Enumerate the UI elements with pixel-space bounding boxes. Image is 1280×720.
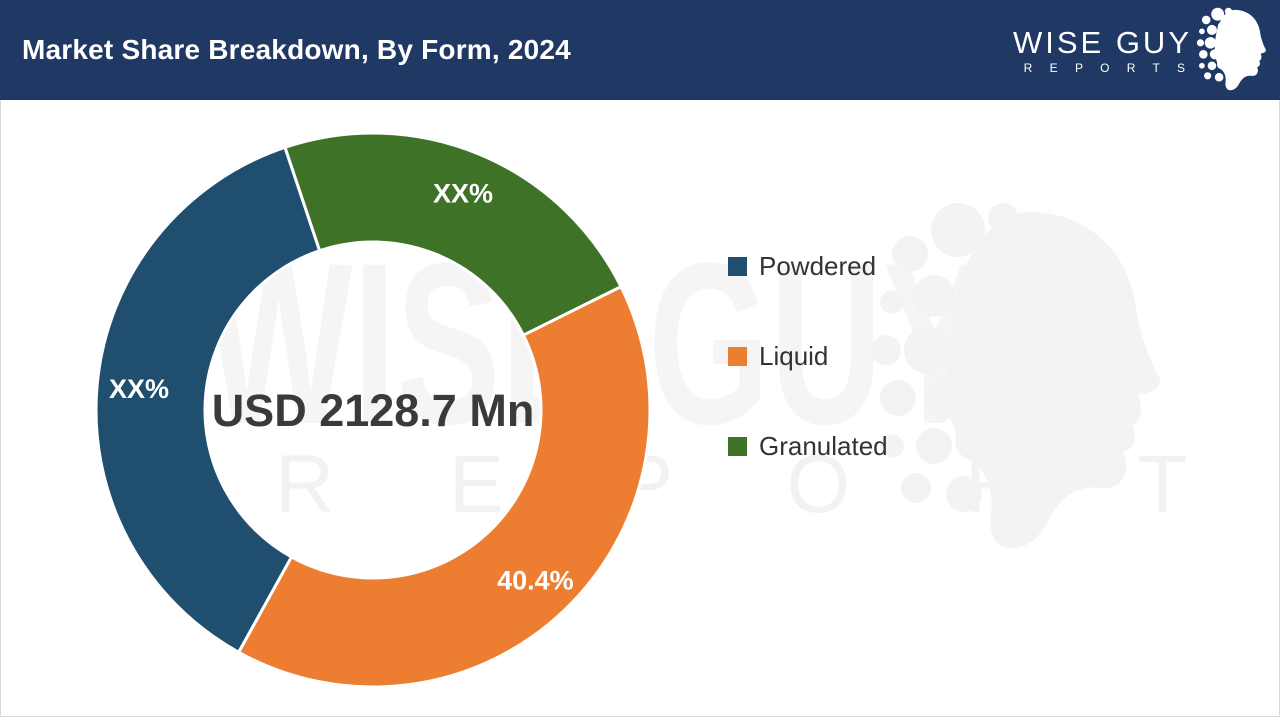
wise-guy-logo: WISE GUY R E P O R T S — [1013, 4, 1268, 96]
legend-item-powdered: Powdered — [728, 250, 888, 282]
donut-center-value: USD 2128.7 Mn — [211, 385, 535, 436]
donut-slice-powdered — [94, 145, 322, 654]
legend-label: Powdered — [759, 250, 877, 281]
legend-swatch-liquid — [728, 346, 747, 366]
page-title: Market Share Breakdown, By Form, 2024 — [22, 34, 571, 65]
chart-legend: Powdered Liquid Granulated — [728, 250, 888, 520]
legend-item-granulated: Granulated — [728, 430, 888, 462]
header-bar: Market Share Breakdown, By Form, 2024 WI… — [0, 0, 1280, 100]
logo-wordmark: WISE GUY — [1012, 24, 1192, 60]
chart-area: WISE GUY R E P O R T S XX%XX%40.4% USD 2… — [0, 100, 1280, 717]
logo-text: WISE GUY R E P O R T S — [1013, 27, 1192, 74]
legend-swatch-granulated — [728, 436, 747, 456]
donut-slice-granulated — [283, 131, 623, 337]
legend-label: Granulated — [759, 430, 888, 461]
logo-subtitle: R E P O R T S — [1023, 60, 1192, 75]
legend-label: Liquid — [759, 340, 829, 371]
slice-label-granulated: XX% — [433, 178, 493, 208]
slice-label-powdered: XX% — [109, 374, 169, 404]
logo-face-icon — [1196, 7, 1268, 93]
legend-item-liquid: Liquid — [728, 340, 888, 372]
slice-label-liquid: 40.4% — [497, 565, 574, 595]
donut-chart: XX% XX% 40.4% — [94, 131, 652, 689]
legend-swatch-powdered — [728, 256, 747, 276]
donut-slice-liquid — [237, 285, 652, 689]
